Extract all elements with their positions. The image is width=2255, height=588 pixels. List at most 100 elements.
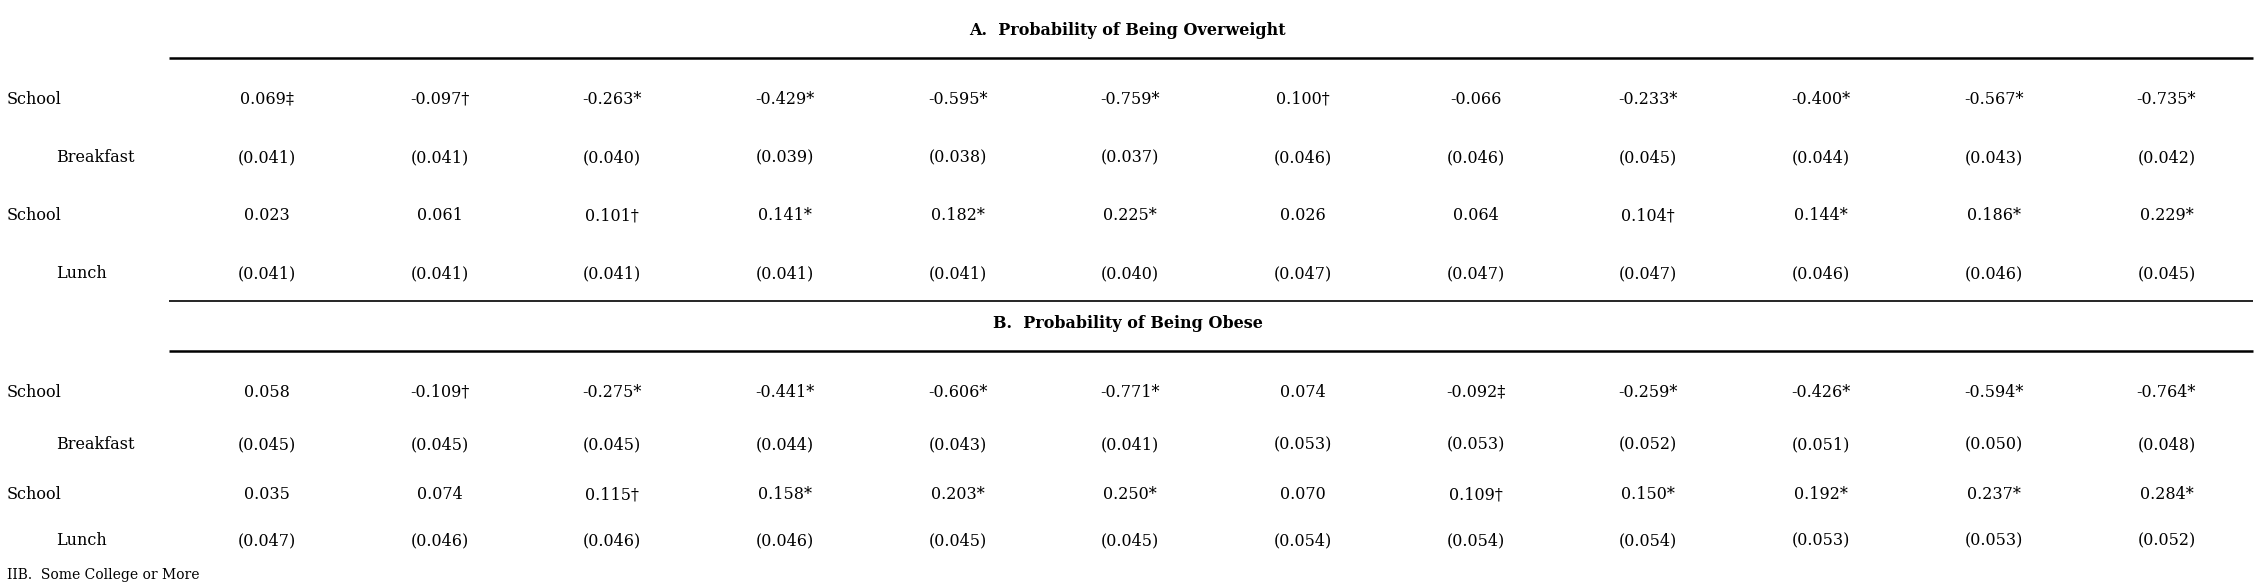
Text: Lunch: Lunch: [56, 532, 108, 549]
Text: School: School: [7, 91, 61, 108]
Text: (0.053): (0.053): [1445, 436, 1504, 453]
Text: -0.092‡: -0.092‡: [1445, 384, 1506, 401]
Text: 0.109†: 0.109†: [1448, 486, 1502, 503]
Text: -0.429*: -0.429*: [755, 91, 814, 108]
Text: (0.041): (0.041): [237, 265, 295, 282]
Text: -0.594*: -0.594*: [1964, 384, 2023, 401]
Text: 0.070: 0.070: [1281, 486, 1326, 503]
Text: -0.275*: -0.275*: [582, 384, 643, 401]
Text: 0.026: 0.026: [1281, 207, 1326, 224]
Text: (0.043): (0.043): [1964, 149, 2023, 166]
Text: (0.041): (0.041): [755, 265, 814, 282]
Text: (0.037): (0.037): [1100, 149, 1159, 166]
Text: 0.035: 0.035: [244, 486, 289, 503]
Text: (0.047): (0.047): [1445, 265, 1504, 282]
Text: 0.074: 0.074: [417, 486, 462, 503]
Text: 0.182*: 0.182*: [931, 207, 985, 224]
Text: (0.046): (0.046): [1274, 149, 1333, 166]
Text: 0.237*: 0.237*: [1966, 486, 2020, 503]
Text: (0.046): (0.046): [755, 532, 814, 549]
Text: (0.041): (0.041): [584, 265, 640, 282]
Text: 0.074: 0.074: [1281, 384, 1326, 401]
Text: -0.771*: -0.771*: [1100, 384, 1159, 401]
Text: 0.023: 0.023: [244, 207, 289, 224]
Text: (0.054): (0.054): [1274, 532, 1333, 549]
Text: School: School: [7, 384, 61, 401]
Text: (0.047): (0.047): [1619, 265, 1678, 282]
Text: -0.441*: -0.441*: [755, 384, 814, 401]
Text: (0.046): (0.046): [1445, 149, 1504, 166]
Text: (0.040): (0.040): [1100, 265, 1159, 282]
Text: -0.567*: -0.567*: [1964, 91, 2023, 108]
Text: (0.038): (0.038): [929, 149, 988, 166]
Text: -0.109†: -0.109†: [410, 384, 469, 401]
Text: 0.250*: 0.250*: [1103, 486, 1157, 503]
Text: (0.040): (0.040): [584, 149, 640, 166]
Text: (0.047): (0.047): [1274, 265, 1333, 282]
Text: (0.046): (0.046): [1793, 265, 1849, 282]
Text: -0.759*: -0.759*: [1100, 91, 1159, 108]
Text: (0.045): (0.045): [584, 436, 640, 453]
Text: -0.606*: -0.606*: [927, 384, 988, 401]
Text: (0.052): (0.052): [2138, 532, 2196, 549]
Text: 0.061: 0.061: [417, 207, 462, 224]
Text: 0.229*: 0.229*: [2140, 207, 2194, 224]
Text: (0.039): (0.039): [755, 149, 814, 166]
Text: (0.045): (0.045): [1100, 532, 1159, 549]
Text: -0.595*: -0.595*: [927, 91, 988, 108]
Text: (0.045): (0.045): [2138, 265, 2196, 282]
Text: 0.064: 0.064: [1452, 207, 1500, 224]
Text: 0.104†: 0.104†: [1621, 207, 1675, 224]
Text: (0.051): (0.051): [1793, 436, 1849, 453]
Text: A.  Probability of Being Overweight: A. Probability of Being Overweight: [970, 22, 1285, 39]
Text: 0.141*: 0.141*: [758, 207, 812, 224]
Text: (0.043): (0.043): [929, 436, 988, 453]
Text: 0.225*: 0.225*: [1103, 207, 1157, 224]
Text: (0.046): (0.046): [584, 532, 640, 549]
Text: (0.045): (0.045): [929, 532, 988, 549]
Text: School: School: [7, 486, 61, 503]
Text: (0.053): (0.053): [1274, 436, 1333, 453]
Text: (0.046): (0.046): [1964, 265, 2023, 282]
Text: (0.045): (0.045): [237, 436, 295, 453]
Text: 0.192*: 0.192*: [1795, 486, 1847, 503]
Text: (0.052): (0.052): [1619, 436, 1678, 453]
Text: -0.233*: -0.233*: [1619, 91, 1678, 108]
Text: -0.097†: -0.097†: [410, 91, 469, 108]
Text: (0.041): (0.041): [1100, 436, 1159, 453]
Text: 0.284*: 0.284*: [2140, 486, 2194, 503]
Text: Breakfast: Breakfast: [56, 149, 135, 166]
Text: IIB.  Some College or More: IIB. Some College or More: [7, 568, 198, 582]
Text: (0.054): (0.054): [1619, 532, 1678, 549]
Text: Breakfast: Breakfast: [56, 436, 135, 453]
Text: 0.144*: 0.144*: [1795, 207, 1847, 224]
Text: 0.158*: 0.158*: [758, 486, 812, 503]
Text: 0.069‡: 0.069‡: [239, 91, 293, 108]
Text: B.  Probability of Being Obese: B. Probability of Being Obese: [992, 315, 1263, 332]
Text: (0.041): (0.041): [410, 149, 469, 166]
Text: -0.400*: -0.400*: [1790, 91, 1851, 108]
Text: (0.042): (0.042): [2138, 149, 2196, 166]
Text: Lunch: Lunch: [56, 265, 108, 282]
Text: -0.426*: -0.426*: [1790, 384, 1851, 401]
Text: -0.764*: -0.764*: [2138, 384, 2196, 401]
Text: 0.100†: 0.100†: [1276, 91, 1330, 108]
Text: (0.041): (0.041): [410, 265, 469, 282]
Text: (0.048): (0.048): [2138, 436, 2196, 453]
Text: (0.044): (0.044): [1793, 149, 1849, 166]
Text: 0.150*: 0.150*: [1621, 486, 1675, 503]
Text: -0.259*: -0.259*: [1619, 384, 1678, 401]
Text: (0.045): (0.045): [1619, 149, 1678, 166]
Text: (0.054): (0.054): [1445, 532, 1504, 549]
Text: 0.203*: 0.203*: [931, 486, 985, 503]
Text: -0.263*: -0.263*: [582, 91, 643, 108]
Text: -0.066: -0.066: [1450, 91, 1502, 108]
Text: (0.050): (0.050): [1964, 436, 2023, 453]
Text: (0.046): (0.046): [410, 532, 469, 549]
Text: (0.045): (0.045): [410, 436, 469, 453]
Text: 0.058: 0.058: [244, 384, 289, 401]
Text: 0.186*: 0.186*: [1966, 207, 2020, 224]
Text: School: School: [7, 207, 61, 224]
Text: (0.053): (0.053): [1793, 532, 1849, 549]
Text: (0.044): (0.044): [755, 436, 814, 453]
